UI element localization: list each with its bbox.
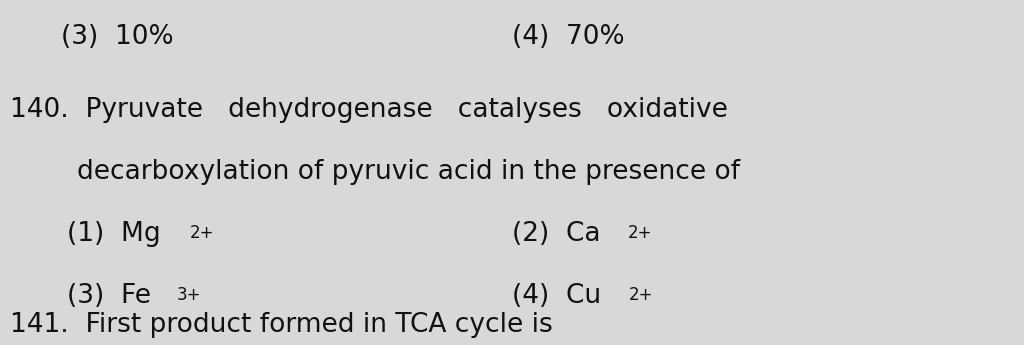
Text: (3)  Fe: (3) Fe: [67, 283, 151, 309]
Text: (4)  70%: (4) 70%: [512, 24, 625, 50]
Text: (4)  Cu: (4) Cu: [512, 283, 601, 309]
Text: 140.  Pyruvate   dehydrogenase   catalyses   oxidative: 140. Pyruvate dehydrogenase catalyses ox…: [10, 97, 728, 122]
Text: 2+: 2+: [189, 224, 214, 242]
Text: 2+: 2+: [629, 224, 652, 242]
Text: 141.  First product formed in TCA cycle is: 141. First product formed in TCA cycle i…: [10, 312, 553, 338]
Text: (1)  Mg: (1) Mg: [67, 221, 160, 247]
Text: 2+: 2+: [629, 286, 653, 304]
Text: (3)  10%: (3) 10%: [61, 24, 174, 50]
Text: (2)  Ca: (2) Ca: [512, 221, 600, 247]
Text: 3+: 3+: [177, 286, 202, 304]
Text: decarboxylation of pyruvic acid in the presence of: decarboxylation of pyruvic acid in the p…: [10, 159, 740, 185]
